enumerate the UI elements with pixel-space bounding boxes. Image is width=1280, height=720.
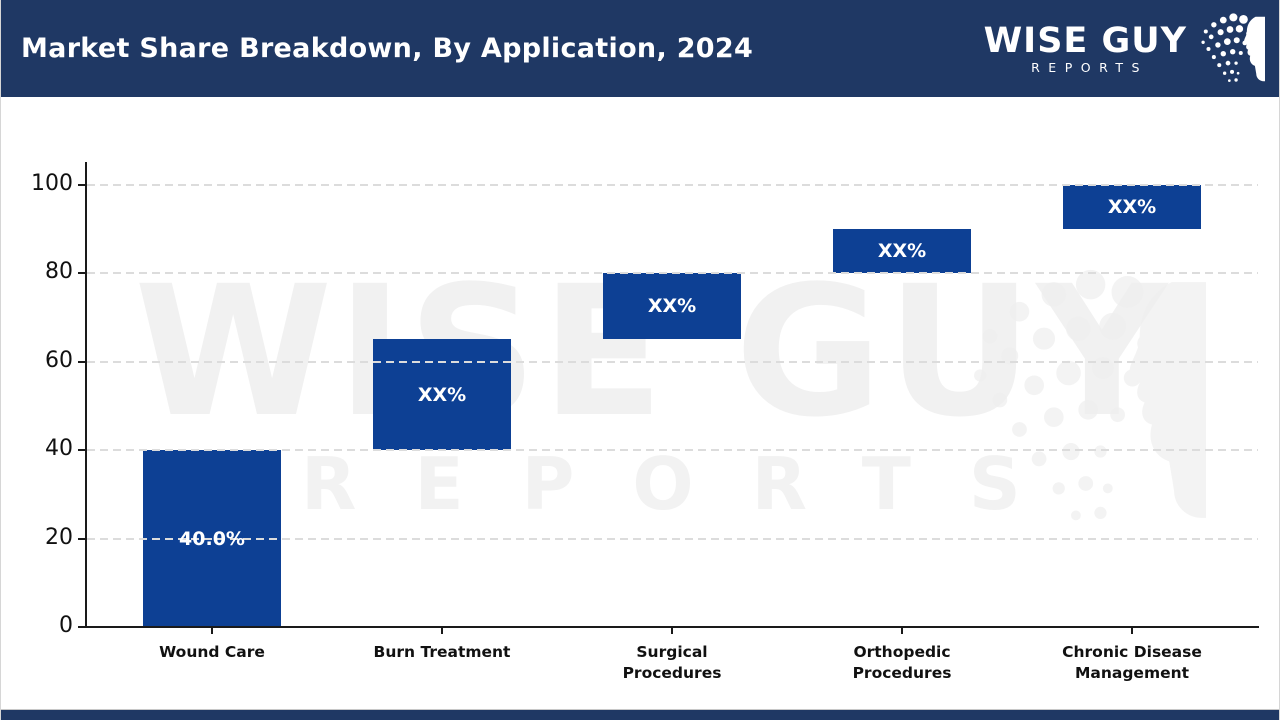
x-axis-line bbox=[85, 626, 1259, 628]
dotted-head-icon bbox=[1201, 13, 1265, 82]
y-gridline bbox=[87, 272, 1258, 274]
x-category-label: Burn Treatment bbox=[337, 642, 547, 663]
y-tick-mark bbox=[78, 449, 86, 451]
page-title: Market Share Breakdown, By Application, … bbox=[21, 33, 754, 64]
y-axis-line bbox=[85, 162, 87, 628]
x-category-label-line: Procedures bbox=[852, 664, 952, 683]
x-category-label-line: Chronic Disease bbox=[1062, 643, 1202, 661]
bar-surgical-procedures bbox=[603, 273, 741, 340]
y-tick-label: 60 bbox=[45, 347, 73, 373]
bar-burn-treatment bbox=[373, 339, 511, 450]
y-gridline bbox=[87, 183, 1258, 186]
watermark-head-icon bbox=[974, 269, 1206, 521]
x-tick-mark bbox=[441, 628, 443, 634]
bar-label: XX% bbox=[417, 383, 467, 406]
y-gridline bbox=[87, 360, 1258, 363]
y-tick-label: 100 bbox=[31, 170, 73, 196]
y-tick-label: 0 bbox=[59, 613, 73, 638]
x-category-label: Wound Care bbox=[107, 642, 317, 663]
bar-label: XX% bbox=[1107, 195, 1157, 218]
x-tick-mark bbox=[1131, 628, 1133, 634]
bar-label: XX% bbox=[647, 295, 697, 318]
x-category-label-line: Orthopedic bbox=[853, 643, 951, 661]
logo-wise-guy-text: WISE GUY bbox=[983, 20, 1187, 61]
x-category-label-line: Wound Care bbox=[159, 643, 265, 661]
x-category-label: Surgical Procedures bbox=[567, 642, 777, 685]
x-tick-mark bbox=[671, 628, 673, 634]
y-tick-label: 20 bbox=[45, 524, 73, 550]
y-gridline bbox=[87, 537, 1258, 540]
y-tick-mark bbox=[78, 537, 86, 540]
x-category-label: Orthopedic Procedures bbox=[797, 642, 1007, 685]
x-category-label-line: Burn Treatment bbox=[373, 643, 511, 661]
logo-wordmark: WISE GUY REPORTS bbox=[983, 20, 1187, 76]
y-tick-mark bbox=[78, 183, 86, 186]
bar-label: XX% bbox=[877, 239, 927, 262]
y-tick-mark bbox=[78, 272, 86, 274]
bar-label: 40.0% bbox=[179, 527, 245, 550]
footer-bar bbox=[1, 709, 1279, 720]
logo-reports-text: REPORTS bbox=[1031, 60, 1148, 76]
x-category-label-line: Surgical bbox=[636, 643, 708, 661]
x-category-label-line: Management bbox=[1074, 664, 1190, 683]
logo: WISE GUY REPORTS bbox=[984, 9, 1265, 89]
header-bar: Market Share Breakdown, By Application, … bbox=[1, 0, 1279, 97]
bar-chronic-disease-management bbox=[1063, 184, 1201, 229]
y-tick-label: 80 bbox=[45, 259, 73, 284]
x-category-label-line: Procedures bbox=[622, 664, 722, 683]
y-tick-mark bbox=[78, 360, 86, 363]
y-tick-label: 40 bbox=[45, 436, 73, 461]
x-category-label: Chronic Disease Management bbox=[1027, 642, 1237, 685]
y-gridline bbox=[87, 449, 1258, 451]
y-tick-mark bbox=[78, 626, 86, 628]
x-tick-mark bbox=[211, 628, 213, 634]
bar-orthopedic-procedures bbox=[833, 228, 971, 273]
watermark-reports-text: REPORTS bbox=[301, 442, 1079, 526]
x-tick-mark bbox=[901, 628, 903, 634]
